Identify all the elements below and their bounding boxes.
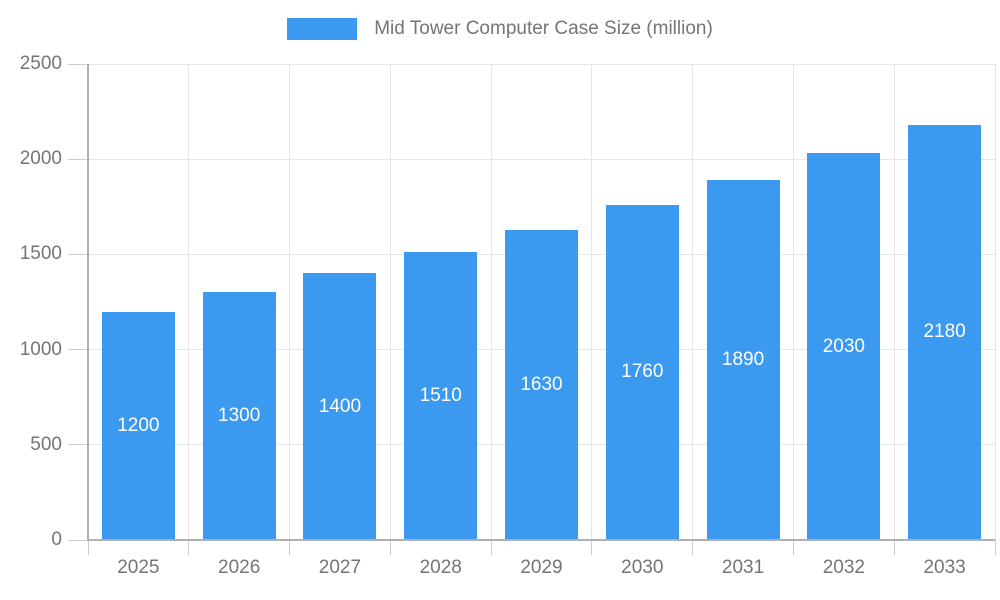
x-tick-label: 2026: [218, 557, 261, 578]
bar: [303, 273, 377, 540]
y-tick-label: 2000: [19, 148, 62, 170]
x-axis-tick: [188, 540, 190, 555]
y-axis-tick: [68, 539, 88, 541]
y-axis-tick: [68, 349, 88, 351]
bar-value-label: 1760: [621, 361, 664, 383]
y-tick-label: 1500: [19, 243, 62, 265]
bar: [202, 292, 276, 540]
y-tick-label: 0: [51, 529, 62, 550]
bar-value-label: 1890: [721, 349, 765, 371]
v-gridline: [792, 64, 794, 540]
bar-value-label: 1630: [520, 373, 563, 395]
bar: [404, 252, 478, 540]
y-tick-label: 1000: [19, 338, 62, 360]
x-axis-tick: [692, 540, 694, 555]
x-axis-tick: [87, 540, 89, 555]
bar-value-label: 2030: [822, 335, 865, 357]
bar: [706, 180, 780, 540]
x-tick-label: 2032: [822, 557, 865, 578]
v-gridline: [188, 64, 190, 540]
v-gridline: [289, 64, 291, 540]
h-gridline: [88, 158, 995, 160]
legend-swatch: [287, 18, 358, 40]
x-tick-label: 2028: [419, 557, 462, 578]
x-tick-label: 2033: [923, 557, 966, 578]
h-gridline: [88, 63, 995, 65]
bar-value-label: 1200: [117, 414, 160, 436]
x-axis-tick: [389, 540, 391, 555]
bar: [505, 229, 578, 540]
bar: [101, 311, 175, 540]
y-tick-label: 2500: [19, 53, 62, 74]
v-gridline: [389, 64, 391, 540]
v-gridline: [591, 64, 593, 540]
y-tick-label: 500: [30, 433, 62, 455]
x-tick-label: 2029: [520, 557, 563, 578]
y-axis-tick: [68, 444, 88, 446]
x-axis-tick: [792, 540, 794, 555]
x-axis-tick: [893, 540, 895, 555]
bar: [605, 204, 679, 540]
bar: [807, 153, 881, 540]
v-gridline: [994, 64, 996, 540]
legend-label: Mid Tower Computer Case Size (million): [374, 18, 713, 39]
bar-value-label: 1300: [218, 405, 261, 427]
x-axis-tick: [994, 540, 996, 555]
y-axis-tick: [68, 158, 88, 160]
y-axis-line: [87, 64, 89, 540]
x-axis-tick: [289, 540, 291, 555]
y-axis-tick: [68, 63, 88, 65]
v-gridline: [692, 64, 694, 540]
x-tick-label: 2030: [621, 557, 664, 578]
bar-value-label: 1400: [318, 395, 362, 417]
x-tick-label: 2027: [318, 557, 362, 578]
bar-value-label: 1510: [419, 385, 462, 407]
bar-value-label: 2180: [923, 321, 966, 343]
x-axis-tick: [591, 540, 593, 555]
v-gridline: [893, 64, 895, 540]
y-axis-tick: [68, 253, 88, 255]
x-tick-label: 2031: [721, 557, 765, 578]
v-gridline: [490, 64, 492, 540]
x-axis-tick: [490, 540, 492, 555]
chart-legend[interactable]: Mid Tower Computer Case Size (million): [0, 18, 1000, 40]
x-axis-line: [87, 539, 995, 541]
x-tick-label: 2025: [117, 557, 160, 578]
bar: [908, 124, 982, 540]
